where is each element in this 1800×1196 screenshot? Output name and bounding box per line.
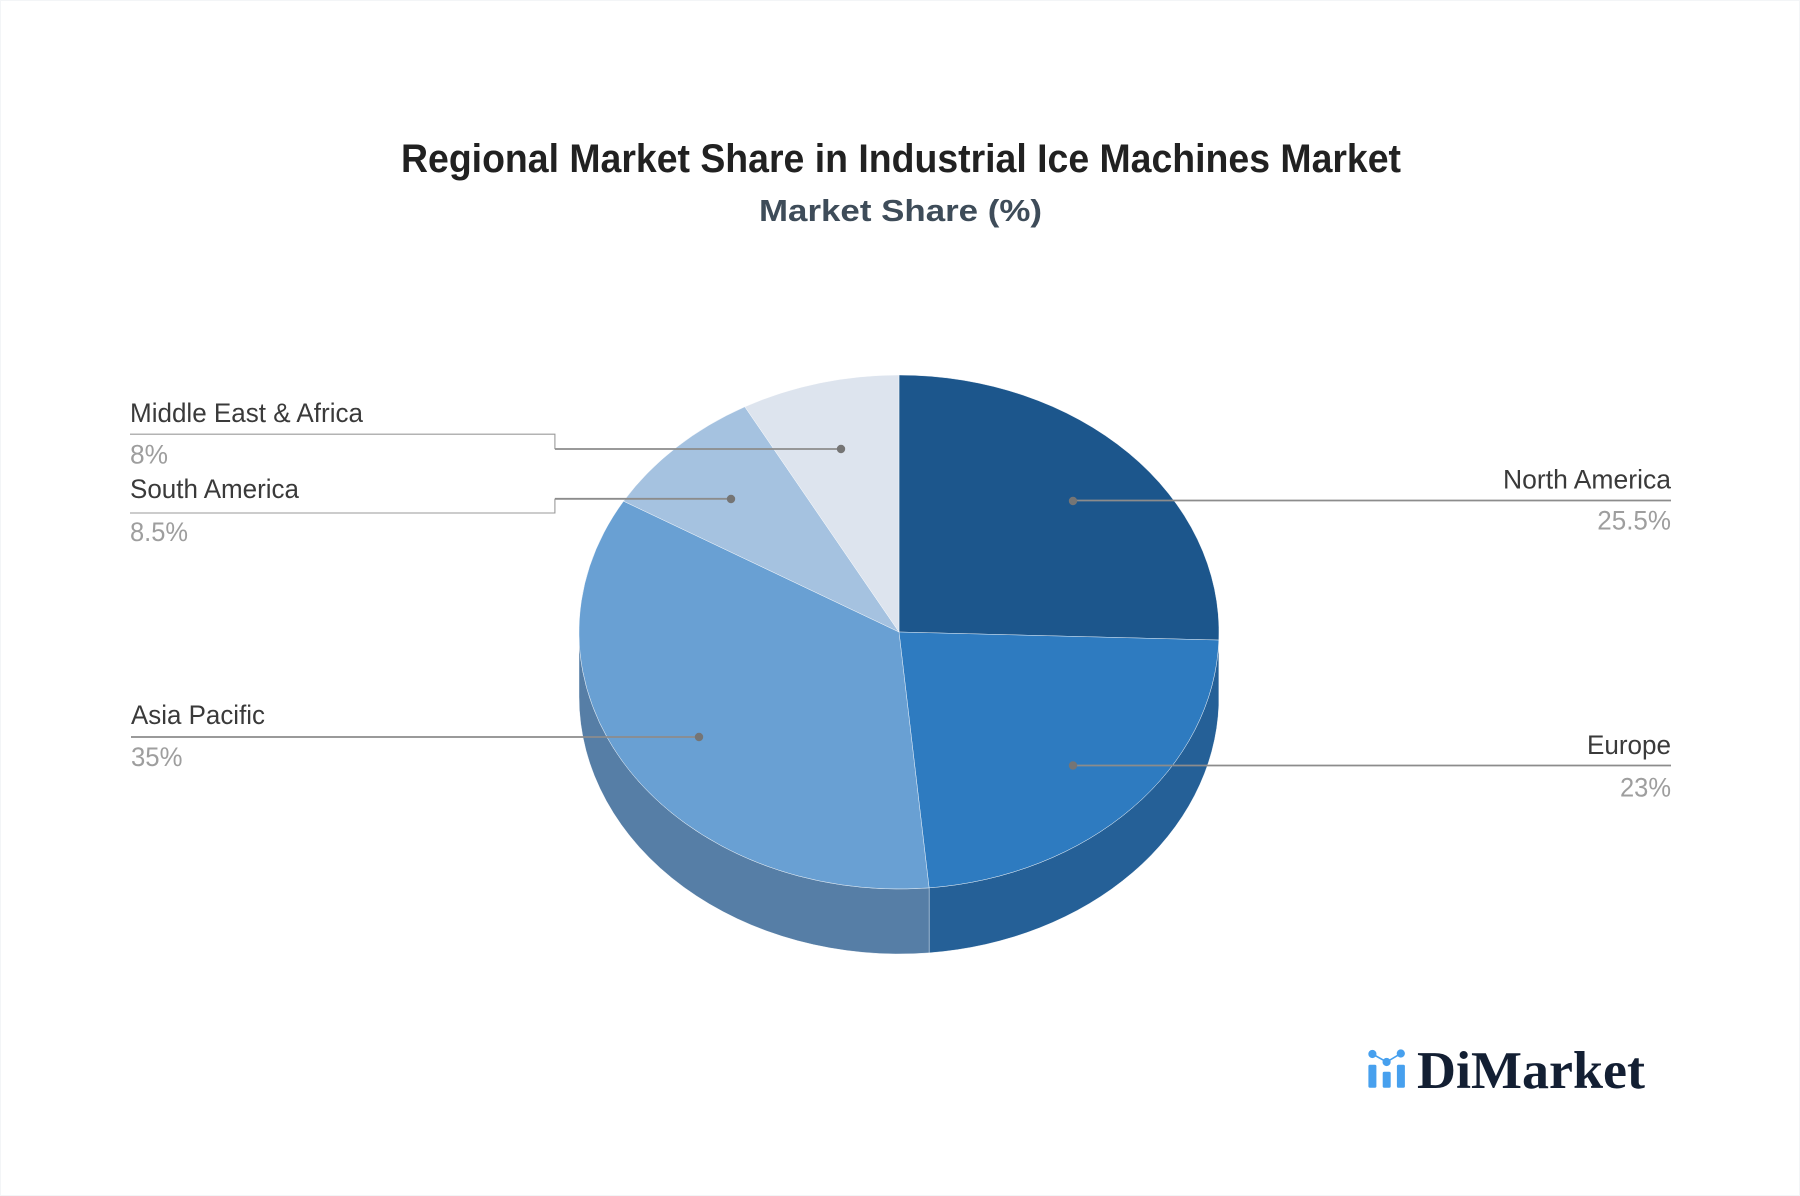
- svg-text:8%: 8%: [130, 440, 168, 470]
- svg-text:25.5%: 25.5%: [1597, 506, 1671, 536]
- svg-text:8.5%: 8.5%: [130, 517, 188, 547]
- svg-text:North America: North America: [1503, 465, 1672, 495]
- svg-text:Asia Pacific: Asia Pacific: [131, 700, 265, 730]
- svg-text:Market Share (%): Market Share (%): [759, 193, 1042, 228]
- svg-text:Regional Market Share in Indus: Regional Market Share in Industrial Ice …: [401, 137, 1401, 181]
- svg-text:23%: 23%: [1620, 773, 1671, 803]
- svg-text:35%: 35%: [131, 742, 183, 772]
- svg-text:Middle East & Africa: Middle East & Africa: [130, 398, 364, 428]
- svg-text:DiMarket: DiMarket: [1417, 1042, 1645, 1100]
- svg-text:South America: South America: [130, 474, 300, 504]
- svg-text:Europe: Europe: [1587, 730, 1671, 760]
